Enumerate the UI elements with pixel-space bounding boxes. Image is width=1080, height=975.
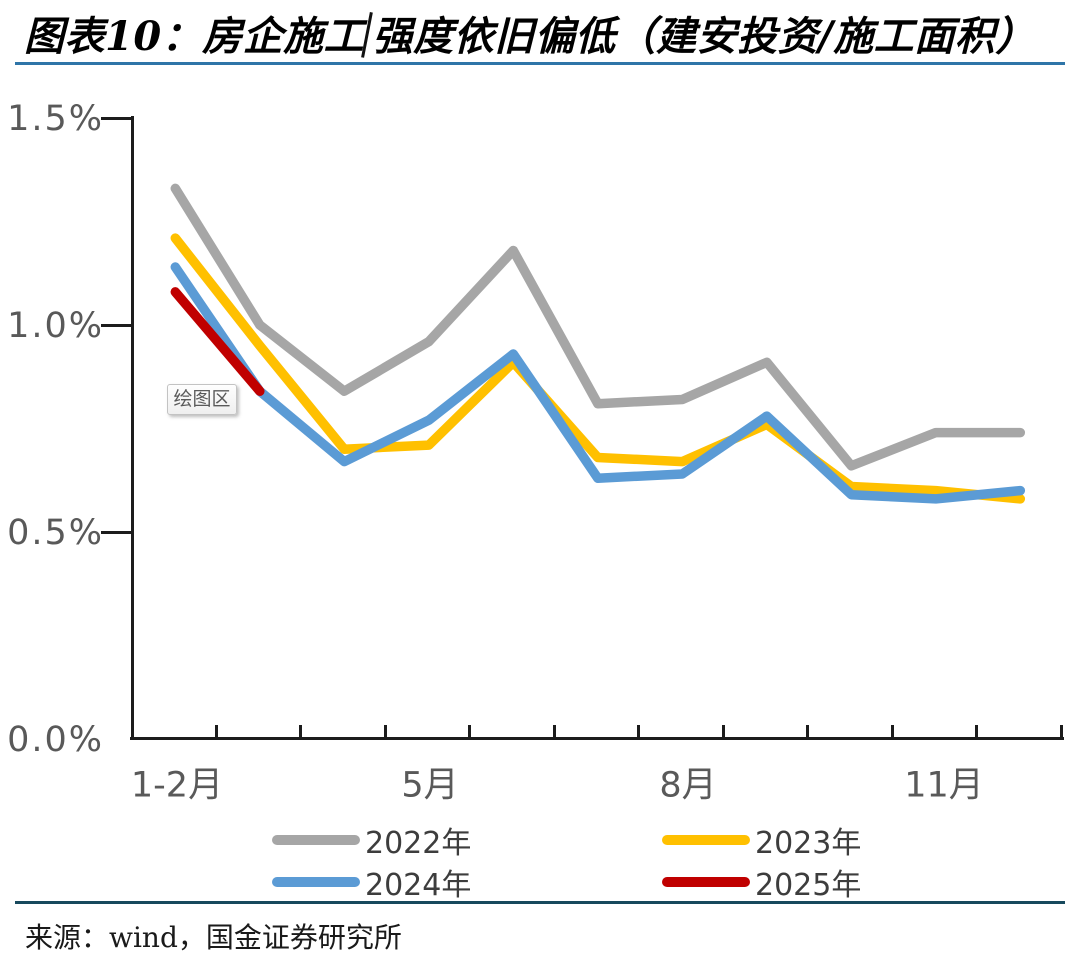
y-axis-label: 0.5% <box>7 513 104 553</box>
legend-label: 2025年 <box>755 868 862 903</box>
x-axis-tick <box>890 725 894 738</box>
legend-label: 2024年 <box>365 868 472 903</box>
title-text-after-cursor: 强度依旧偏低（建安投资/施工面积） <box>372 13 1036 60</box>
y-axis-tick <box>101 531 132 534</box>
y-axis-tick <box>101 324 132 327</box>
series-line-2024年[interactable] <box>170 262 1026 504</box>
legend-swatch-2022 <box>272 835 360 845</box>
y-axis-label: 0.0% <box>7 720 104 760</box>
x-axis-tick <box>214 725 218 738</box>
x-axis-tick <box>637 725 640 738</box>
legend-item-2023[interactable]: 2023年 <box>662 824 861 861</box>
x-axis-tick <box>552 725 556 738</box>
legend-item-2024[interactable]: 2024年 <box>272 866 471 903</box>
x-axis-tick <box>806 725 809 738</box>
x-axis-line <box>130 737 1064 740</box>
x-axis-tick <box>975 725 978 738</box>
legend-label: 2022年 <box>365 826 472 861</box>
series-line-2023年[interactable] <box>170 233 1026 504</box>
series-line-2025年[interactable] <box>170 287 265 396</box>
x-axis-tick <box>383 725 387 738</box>
y-axis-label: 1.5% <box>7 99 104 139</box>
plot-area-tooltip: 绘图区 <box>167 384 237 415</box>
x-axis-label: 1-2月 <box>130 765 224 806</box>
legend-swatch-2023 <box>662 835 750 845</box>
legend-swatch-2025 <box>662 877 750 887</box>
x-axis-tick <box>721 725 725 738</box>
series-line-2022年[interactable] <box>170 183 1026 471</box>
legend-swatch-2024 <box>272 877 360 887</box>
x-axis-tick <box>468 725 471 738</box>
figure-title[interactable]: 图表10：房企施工 强度依旧偏低（建安投资/施工面积） <box>24 4 1074 63</box>
legend-item-2025[interactable]: 2025年 <box>662 866 861 903</box>
x-axis-tick <box>299 725 302 738</box>
legend-item-2022[interactable]: 2022年 <box>272 824 471 861</box>
source-note: 来源：wind，国金证券研究所 <box>25 921 402 954</box>
x-axis-label: 5月 <box>401 765 459 806</box>
source-divider <box>15 901 1065 904</box>
x-axis-tick <box>1059 725 1063 738</box>
x-axis-label: 11月 <box>904 765 984 806</box>
y-axis-label: 1.0% <box>7 306 104 346</box>
legend-label: 2023年 <box>755 826 862 861</box>
y-axis-line <box>131 116 134 740</box>
x-axis-label: 8月 <box>659 765 717 806</box>
y-axis-tick <box>101 117 132 120</box>
title-divider <box>15 62 1065 65</box>
title-text-before-cursor: 图表10：房企施工 <box>24 13 365 60</box>
